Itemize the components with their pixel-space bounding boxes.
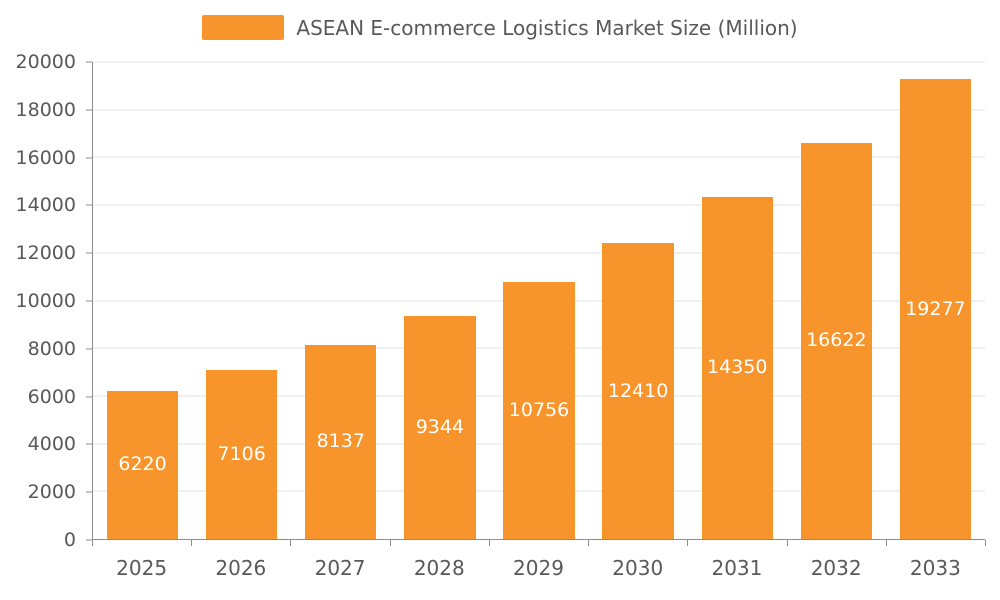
bar-2032: 16622 [800,142,872,539]
legend-label: ASEAN E-commerce Logistics Market Size (… [296,15,798,40]
x-tick-mark [885,540,887,546]
y-axis: 0 2000 4000 6000 8000 10000 12000 14000 16000 180… [0,51,92,551]
bar-value-label: 16622 [806,329,867,352]
x-tick-label-2032: 2032 [810,556,862,580]
y-tick-mark [86,443,92,445]
bar-2027: 8137 [305,344,377,539]
y-tick-label: 2000 [27,481,76,504]
plot-area: 6220 7106 8137 9344 10756 12410 14350 16622 1927… [92,61,985,540]
bar-value-label: 8137 [316,430,365,453]
y-tick-mark [86,348,92,350]
y-tick-label: 0 [63,529,76,551]
bar-value-label: 6220 [118,453,167,476]
y-tick-mark [86,157,92,159]
x-tick-mark [786,540,788,546]
bar-2029: 10756 [503,282,575,539]
y-tick-label: 20000 [15,51,76,73]
gridline [93,252,985,254]
y-tick-mark [86,61,92,63]
x-tick-label-2033: 2033 [909,556,961,580]
gridline [93,109,985,111]
y-tick-label: 6000 [27,385,76,408]
x-tick-mark [985,540,986,546]
y-tick-mark [86,109,92,111]
y-tick-label: 12000 [15,242,76,265]
x-tick-label-2030: 2030 [612,556,664,580]
y-tick-mark [86,300,92,302]
bar-2031: 14350 [701,196,773,539]
x-tick-mark [687,540,689,546]
x-tick-mark [290,540,292,546]
gridline [93,156,985,158]
x-tick-mark [191,540,193,546]
x-axis: 2025 2026 2027 2028 2029 2030 2031 2032 2033 [92,540,986,595]
legend-swatch [202,15,285,40]
x-tick-mark [488,540,490,546]
bar-value-label: 12410 [607,379,669,402]
y-tick-label: 16000 [15,146,76,169]
bar-value-label: 19277 [905,297,966,320]
x-tick-label-2025: 2025 [116,556,168,580]
y-tick-label: 10000 [15,290,76,312]
gridline [93,204,985,206]
x-tick-mark [588,540,590,546]
y-tick-label: 8000 [27,337,76,360]
gridline [93,61,985,63]
y-tick-mark [86,252,92,254]
bar-2033: 19277 [899,79,972,539]
y-tick-mark [86,539,92,541]
y-tick-label: 4000 [27,433,76,456]
bar-2026: 7106 [205,369,278,539]
bar-2030: 12410 [602,243,674,539]
x-tick-label-2031: 2031 [711,556,763,580]
x-tick-label-2027: 2027 [314,556,366,580]
bar-2028: 9344 [404,316,476,539]
y-tick-mark [86,396,92,398]
legend-item-market-size[interactable]: ASEAN E-commerce Logistics Market Size (… [202,15,798,40]
bar-value-label: 10756 [508,399,570,422]
x-tick-mark [92,540,93,546]
x-tick-label-2028: 2028 [413,556,465,580]
x-tick-label-2026: 2026 [215,556,267,580]
legend: ASEAN E-commerce Logistics Market Size (… [0,15,1000,40]
bar-2025: 6220 [106,390,179,539]
bar-value-label: 9344 [415,416,465,439]
bar-value-label: 14350 [706,356,768,379]
y-tick-mark [86,204,92,206]
y-tick-label: 14000 [15,194,76,217]
y-tick-label: 18000 [15,98,76,121]
x-tick-label-2029: 2029 [513,556,564,580]
y-tick-mark [86,491,92,493]
bar-value-label: 7106 [217,442,266,465]
x-tick-mark [389,540,391,546]
